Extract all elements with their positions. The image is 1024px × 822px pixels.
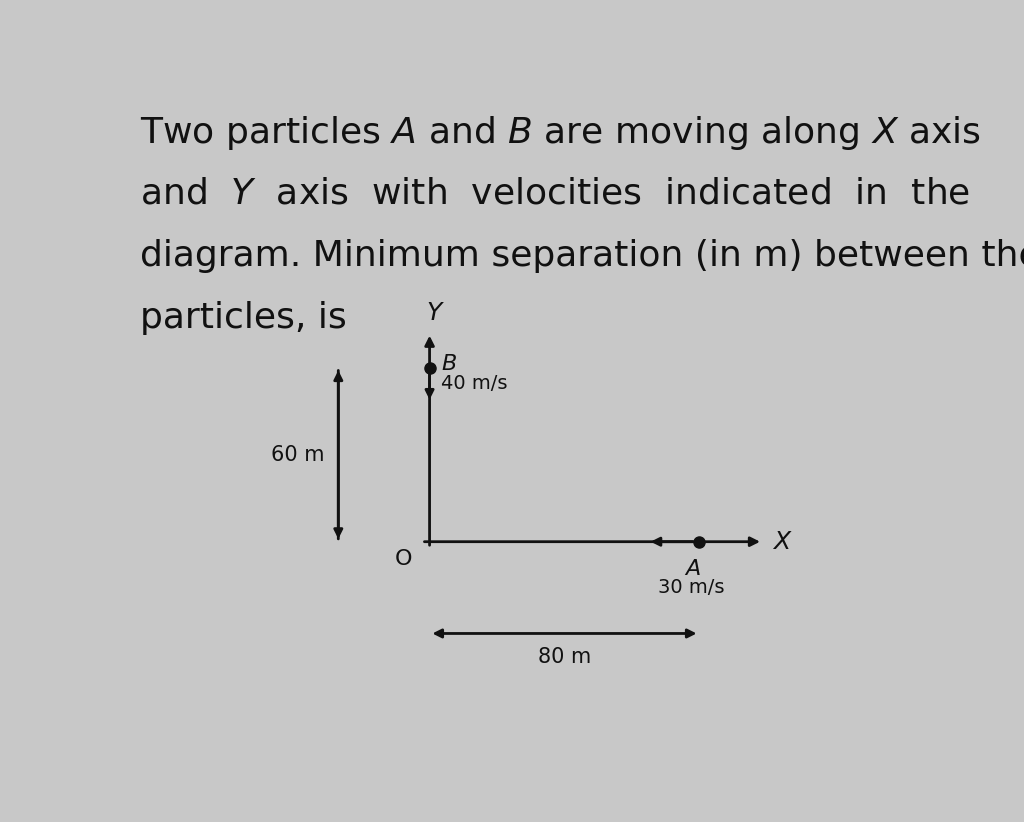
- Text: particles, is: particles, is: [140, 301, 347, 335]
- Text: and  $Y$  axis  with  velocities  indicated  in  the: and $Y$ axis with velocities indicated i…: [140, 177, 970, 210]
- Text: diagram. Minimum separation (in m) between the: diagram. Minimum separation (in m) betwe…: [140, 238, 1024, 273]
- Text: Two particles $A$ and $B$ are moving along $X$ axis: Two particles $A$ and $B$ are moving alo…: [140, 114, 981, 152]
- Text: 40 m/s: 40 m/s: [440, 374, 507, 393]
- Text: $A$: $A$: [684, 560, 700, 580]
- Text: 80 m: 80 m: [538, 648, 591, 667]
- Text: $Y$: $Y$: [426, 301, 444, 326]
- Text: $B$: $B$: [440, 353, 457, 374]
- Text: $X$: $X$: [772, 529, 793, 554]
- Text: 60 m: 60 m: [270, 445, 324, 464]
- Text: O: O: [394, 549, 412, 570]
- Text: 30 m/s: 30 m/s: [658, 579, 725, 598]
